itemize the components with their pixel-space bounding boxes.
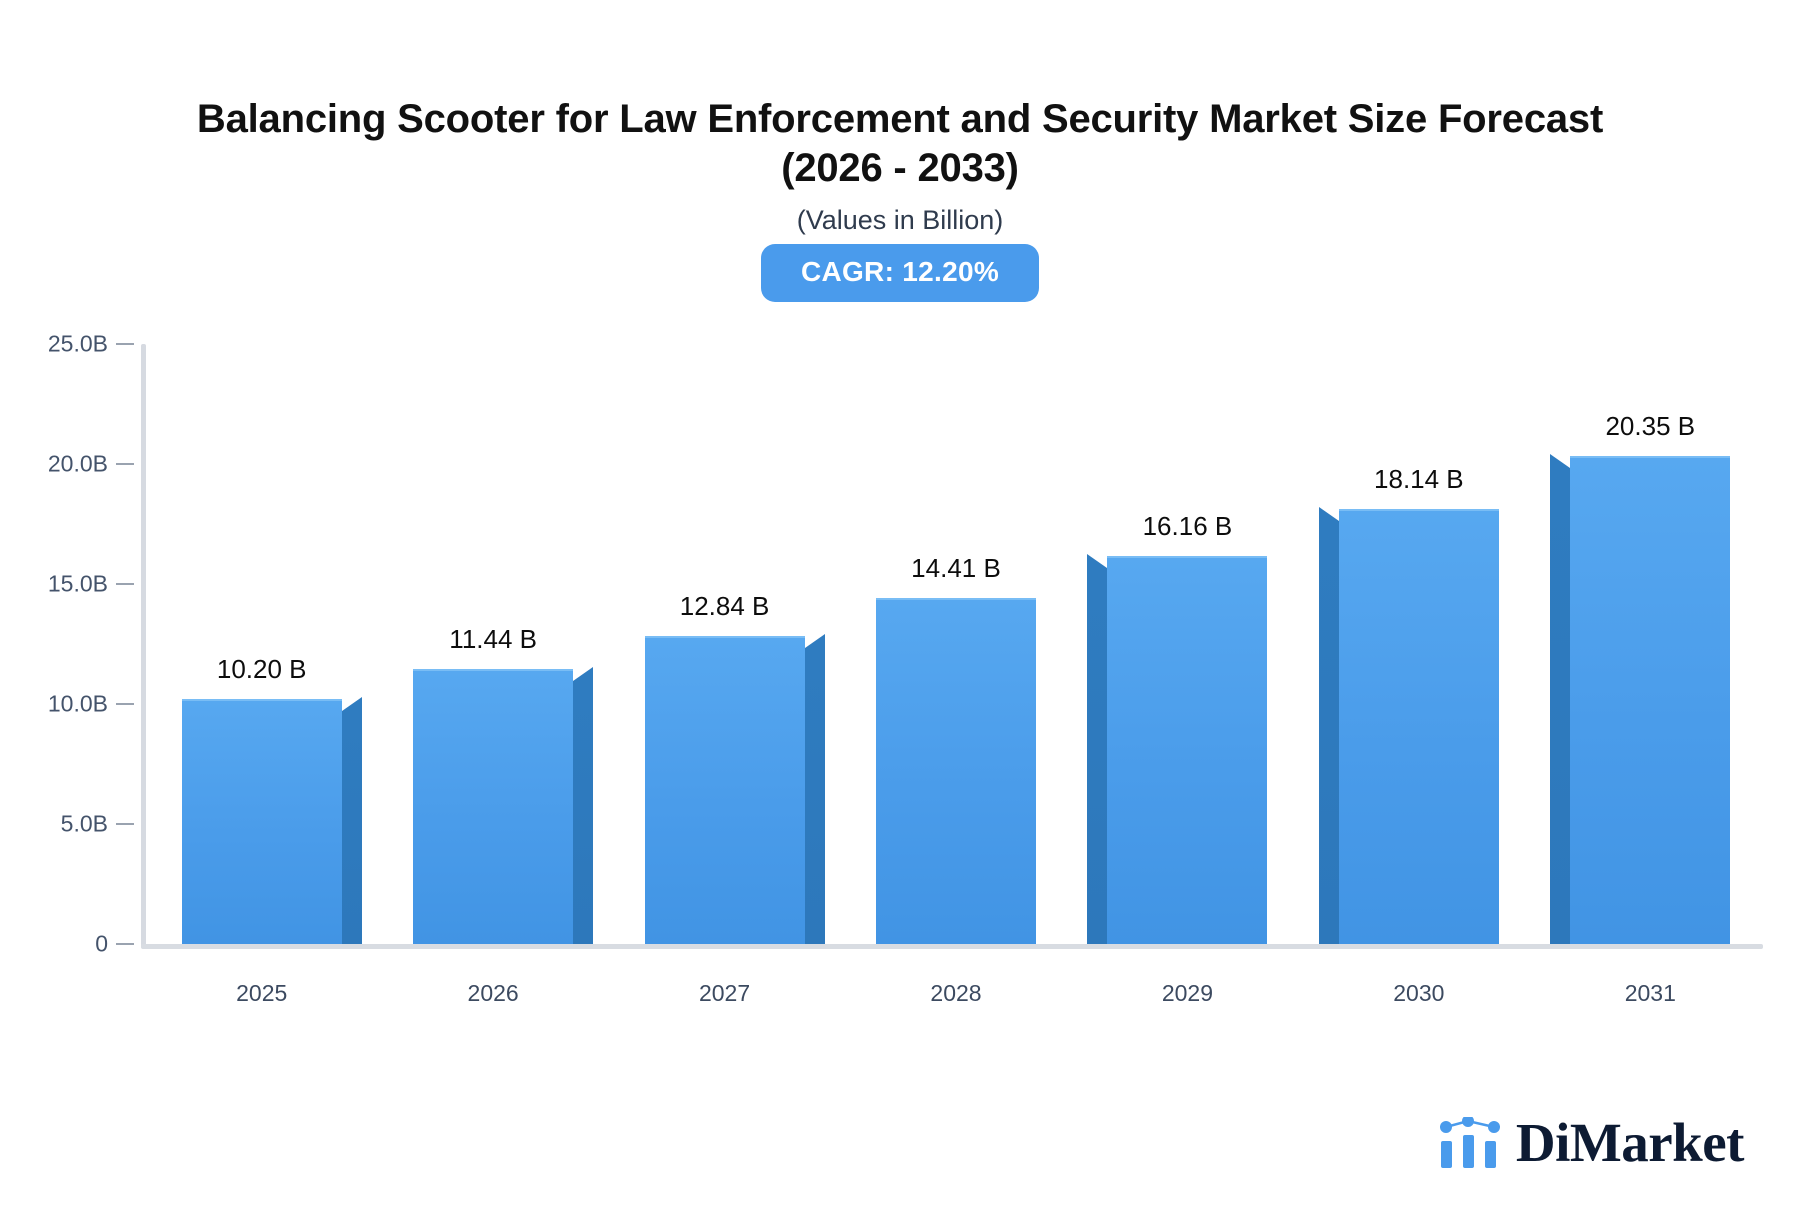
bar-face[interactable] xyxy=(1107,556,1268,944)
x-axis-line xyxy=(141,944,1763,949)
y-axis-tick-label: 20.0B xyxy=(47,450,108,477)
y-axis-tick-mark xyxy=(116,343,134,345)
bar-face[interactable] xyxy=(413,669,574,944)
page-title: Balancing Scooter for Law Enforcement an… xyxy=(196,97,1604,190)
bar-face[interactable] xyxy=(644,635,805,944)
bar-column[interactable]: 10.20 B xyxy=(181,344,362,944)
y-axis-tick-label: 0 xyxy=(95,930,108,957)
y-axis-tick-mark xyxy=(116,463,134,465)
bar-3d-top-bevel xyxy=(1318,506,1339,521)
y-axis-tick-label: 5.0B xyxy=(60,810,108,837)
cagr-badge: CAGR: 12.20% xyxy=(760,243,1040,302)
cagr-badge-container: CAGR: 12.20% xyxy=(0,243,1800,302)
bar-value-label: 14.41 B xyxy=(911,553,1001,584)
bar-3d-top-bevel xyxy=(1550,453,1571,468)
bar-value-label: 20.35 B xyxy=(1605,410,1696,441)
bar-3d-side xyxy=(341,711,362,944)
bar[interactable]: 14.41 B xyxy=(876,553,1036,944)
bar-face[interactable] xyxy=(1570,455,1731,944)
bar-column[interactable]: 11.44 B xyxy=(413,344,594,944)
bar-column[interactable]: 16.16 B xyxy=(1087,344,1268,944)
x-axis-tick-label: 2031 xyxy=(1624,980,1676,1006)
bar-3d-top-bevel xyxy=(573,667,594,682)
y-axis-tick-label: 25.0B xyxy=(47,330,108,357)
brand-logo: DiMarket xyxy=(1438,1112,1745,1173)
y-axis-tick-mark xyxy=(116,823,134,825)
bar-face[interactable] xyxy=(876,598,1036,944)
y-axis-tick-mark xyxy=(116,703,134,705)
bar-series: 10.20 B 11.44 B 12.84 B 14.41 B 16.16 B 18.14… xyxy=(146,344,1766,944)
bar-value-label: 10.20 B xyxy=(216,654,307,685)
x-axis-tick-label: 2027 xyxy=(698,980,751,1006)
bar-3d-side xyxy=(804,647,825,944)
bar-3d-side xyxy=(1318,520,1339,944)
brand-name: DiMarket xyxy=(1515,1112,1745,1173)
bar[interactable]: 10.20 B xyxy=(181,654,362,944)
bar-face[interactable] xyxy=(1338,508,1499,944)
bar-column[interactable]: 20.35 B xyxy=(1550,344,1731,944)
bar-chart-logo-icon xyxy=(1439,1116,1500,1168)
x-axis-tick-label: 2025 xyxy=(236,980,288,1006)
bar-3d-top-bevel xyxy=(1087,554,1108,569)
chart-header: Balancing Scooter for Law Enforcement an… xyxy=(0,95,1800,302)
bar[interactable]: 20.35 B xyxy=(1550,411,1731,944)
bar[interactable]: 11.44 B xyxy=(413,624,594,944)
chart-subtitle: (Values in Billion) xyxy=(796,204,1004,235)
bar[interactable]: 18.14 B xyxy=(1318,464,1499,944)
y-axis-tick-mark xyxy=(116,943,134,945)
bar-value-label: 18.14 B xyxy=(1374,463,1464,494)
y-axis-tick-label: 15.0B xyxy=(47,570,108,597)
bar-column[interactable]: 14.41 B xyxy=(876,344,1036,944)
y-axis-tick-mark xyxy=(116,583,134,585)
x-axis-tick-label: 2026 xyxy=(467,980,519,1006)
bar-column[interactable]: 12.84 B xyxy=(644,344,825,944)
y-axis-tick-label: 10.0B xyxy=(47,690,108,717)
bar-3d-top-bevel xyxy=(341,697,362,712)
bar-value-label: 11.44 B xyxy=(449,624,537,655)
bar-3d-side xyxy=(573,681,594,944)
bar-value-label: 12.84 B xyxy=(679,590,770,621)
bar[interactable]: 12.84 B xyxy=(644,591,825,944)
bar-column[interactable]: 18.14 B xyxy=(1318,344,1499,944)
x-axis-tick-label: 2029 xyxy=(1161,980,1214,1006)
bar-3d-side xyxy=(1087,568,1108,944)
bar-face[interactable] xyxy=(181,699,342,944)
x-axis-tick-label: 2028 xyxy=(930,980,982,1006)
y-axis-line xyxy=(141,344,146,948)
bar[interactable]: 16.16 B xyxy=(1087,511,1268,944)
bar-3d-side xyxy=(1550,467,1571,944)
bar-3d-top-bevel xyxy=(804,633,825,648)
bar-value-label: 16.16 B xyxy=(1142,511,1233,542)
x-axis-tick-label: 2030 xyxy=(1393,980,1445,1006)
